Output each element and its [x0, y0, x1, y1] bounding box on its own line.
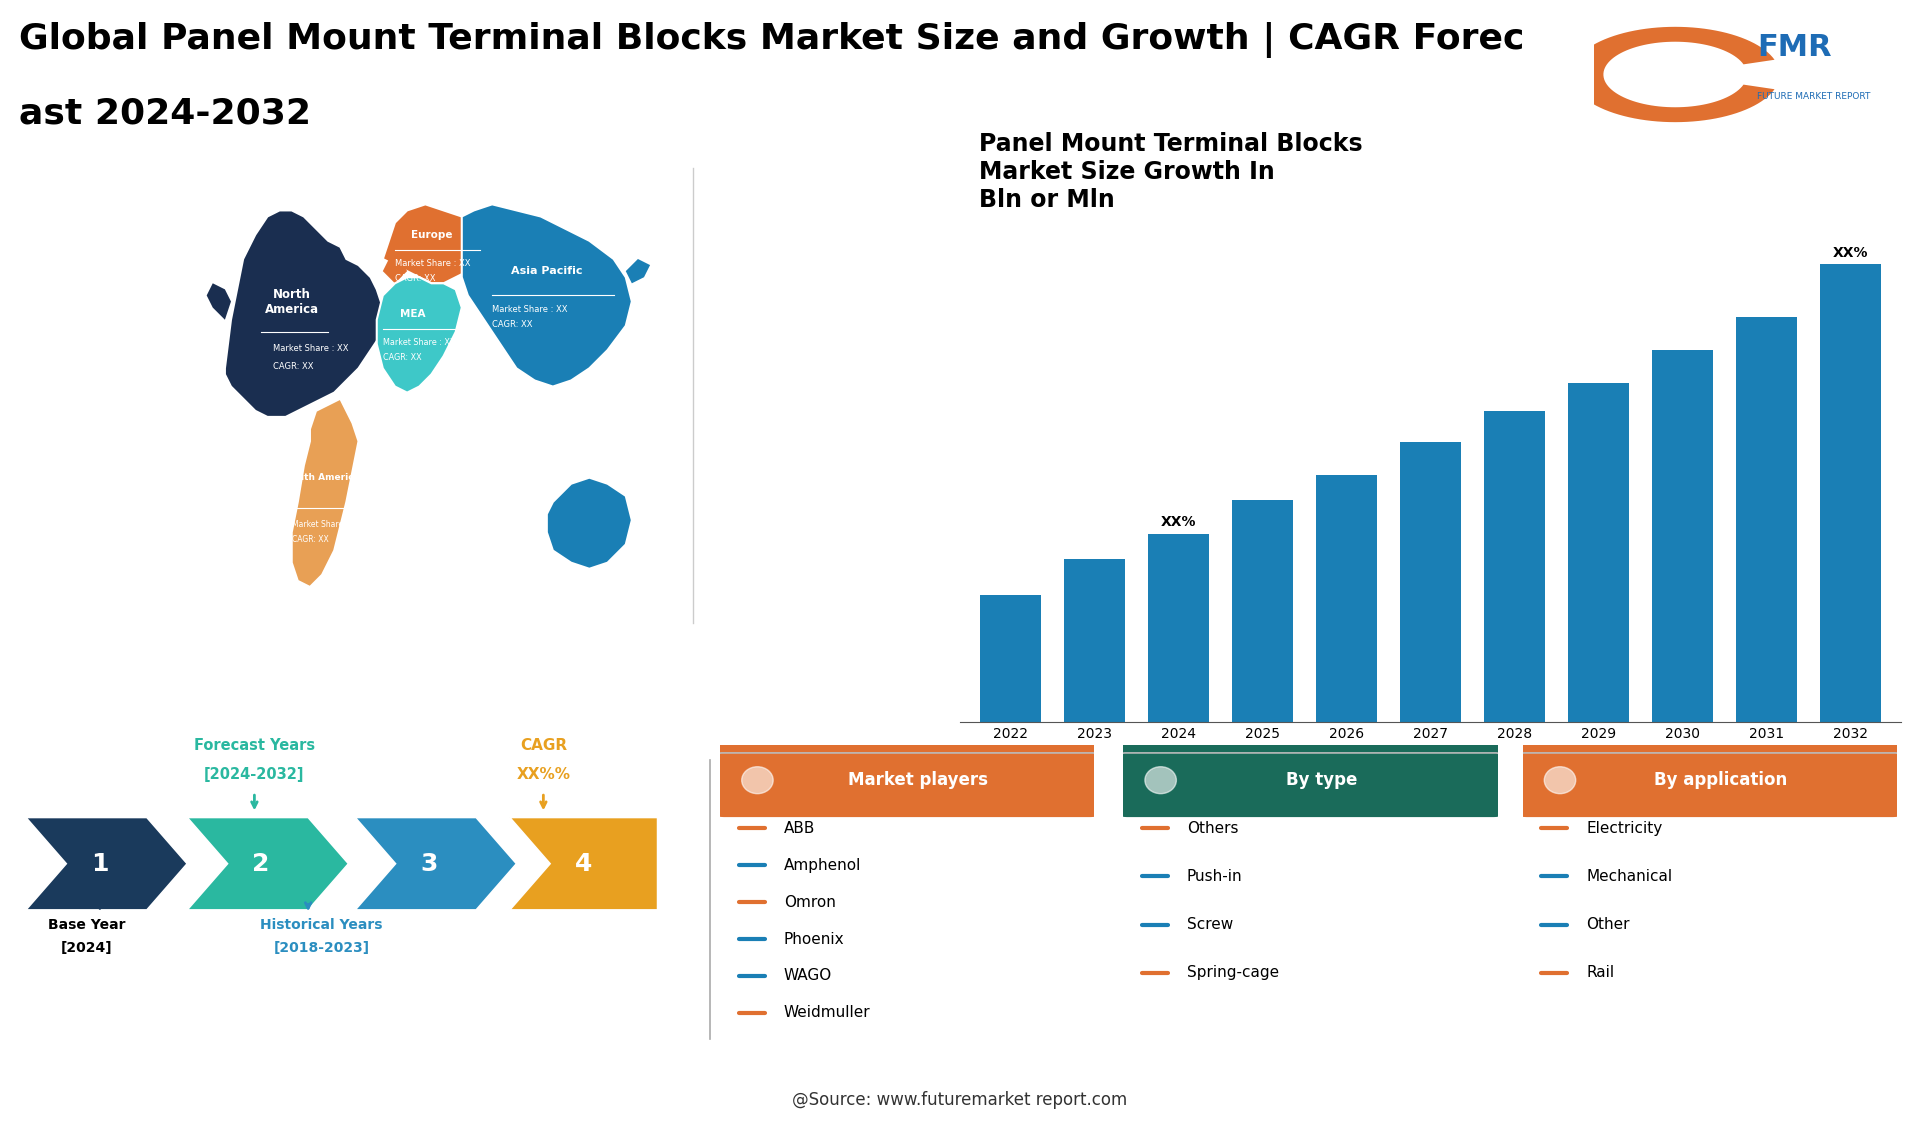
Text: CAGR: XX: CAGR: XX [292, 535, 328, 544]
Text: XX%%: XX%% [516, 767, 570, 782]
Text: Asia Pacific: Asia Pacific [511, 266, 582, 276]
Bar [979, 595, 1041, 722]
Text: Amphenol: Amphenol [783, 857, 860, 873]
Bar [1569, 383, 1628, 722]
Text: Screw: Screw [1187, 917, 1233, 932]
Polygon shape [382, 259, 407, 283]
Text: CAGR: XX: CAGR: XX [273, 362, 315, 371]
Text: Market Share : XX: Market Share : XX [292, 520, 361, 529]
Text: FUTURE MARKET REPORT: FUTURE MARKET REPORT [1757, 93, 1870, 101]
Polygon shape [463, 204, 632, 386]
Polygon shape [382, 204, 480, 283]
Text: 1: 1 [90, 851, 109, 876]
Text: [2018-2023]: [2018-2023] [273, 941, 371, 956]
Text: Forecast Years: Forecast Years [194, 738, 315, 753]
Text: CAGR: XX: CAGR: XX [492, 320, 532, 329]
Polygon shape [376, 277, 463, 393]
Text: Global Panel Mount Terminal Blocks Market Size and Growth | CAGR Forec: Global Panel Mount Terminal Blocks Marke… [19, 22, 1524, 58]
FancyBboxPatch shape [1513, 744, 1907, 817]
Text: @Source: www.futuremarket report.com: @Source: www.futuremarket report.com [793, 1091, 1127, 1109]
Polygon shape [1571, 26, 1774, 123]
Polygon shape [225, 211, 382, 417]
Text: Other: Other [1586, 917, 1630, 932]
Bar [1651, 351, 1713, 722]
Text: ABB: ABB [783, 821, 814, 835]
Text: ast 2024-2032: ast 2024-2032 [19, 97, 311, 131]
Bar [1736, 317, 1797, 722]
Text: By type: By type [1286, 771, 1357, 790]
Text: Phoenix: Phoenix [783, 932, 845, 947]
Text: FMR: FMR [1757, 33, 1832, 62]
Text: Base Year: Base Year [48, 918, 125, 933]
Polygon shape [626, 259, 651, 283]
Text: 4: 4 [574, 851, 593, 876]
Polygon shape [186, 817, 348, 910]
Polygon shape [509, 817, 657, 910]
Text: CAGR: XX: CAGR: XX [396, 274, 436, 283]
Bar [1484, 411, 1544, 722]
Polygon shape [547, 478, 632, 568]
Polygon shape [207, 283, 230, 320]
Bar [1820, 264, 1880, 722]
Text: South America: South America [284, 473, 359, 482]
Text: Market Share : XX: Market Share : XX [273, 344, 349, 353]
Text: By application: By application [1655, 771, 1788, 790]
Text: Market Share : XX: Market Share : XX [396, 259, 470, 268]
Text: Market Share : XX: Market Share : XX [492, 305, 568, 314]
Bar [1400, 442, 1461, 722]
Text: Market Share : XX: Market Share : XX [382, 338, 455, 347]
Polygon shape [355, 817, 516, 910]
Text: XX%: XX% [1834, 245, 1868, 259]
Text: CAGR: CAGR [520, 738, 566, 753]
Text: Weidmuller: Weidmuller [783, 1005, 870, 1020]
Text: Europe: Europe [411, 229, 451, 240]
Text: CAGR: XX: CAGR: XX [382, 353, 422, 362]
Circle shape [741, 767, 774, 794]
Text: 3: 3 [420, 851, 438, 876]
Circle shape [1144, 767, 1177, 794]
Text: Historical Years: Historical Years [261, 918, 382, 933]
Circle shape [1544, 767, 1576, 794]
Polygon shape [25, 817, 186, 910]
FancyBboxPatch shape [710, 744, 1104, 817]
Text: Mechanical: Mechanical [1586, 869, 1672, 884]
Text: MEA: MEA [401, 308, 426, 319]
Text: North
America: North America [265, 288, 319, 315]
Text: Panel Mount Terminal Blocks
Market Size Growth In
Bln or Mln: Panel Mount Terminal Blocks Market Size … [979, 132, 1363, 212]
Text: [2024-2032]: [2024-2032] [204, 767, 305, 782]
Text: 2: 2 [252, 851, 271, 876]
Text: Push-in: Push-in [1187, 869, 1242, 884]
Text: Market players: Market players [849, 771, 989, 790]
Text: WAGO: WAGO [783, 968, 831, 983]
Text: Omron: Omron [783, 895, 835, 910]
Text: [2024]: [2024] [61, 941, 111, 956]
Bar [1315, 474, 1377, 722]
Text: XX%: XX% [1162, 516, 1196, 529]
Text: Electricity: Electricity [1586, 821, 1663, 835]
Polygon shape [292, 399, 359, 587]
Bar [1233, 501, 1292, 722]
Bar [1064, 559, 1125, 722]
Text: Spring-cage: Spring-cage [1187, 965, 1279, 980]
Bar [1148, 534, 1210, 722]
FancyBboxPatch shape [1114, 744, 1507, 817]
Text: Others: Others [1187, 821, 1238, 835]
Text: Rail: Rail [1586, 965, 1615, 980]
